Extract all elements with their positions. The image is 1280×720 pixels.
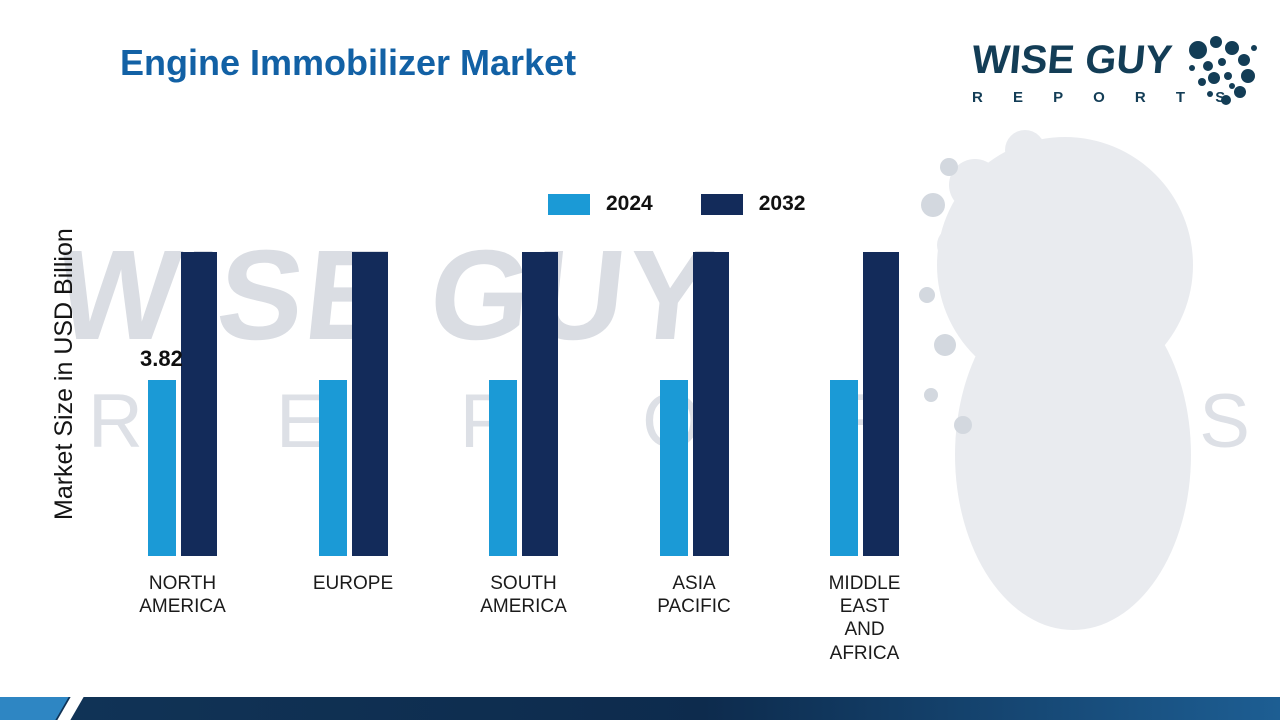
page-title: Engine Immobilizer Market [120, 42, 577, 83]
bar-2024 [659, 380, 688, 556]
category-label: EUROPE [312, 573, 394, 594]
legend-swatch-2024 [548, 193, 590, 215]
bar-2032 [863, 252, 899, 556]
bar-chart: 3.82 NORTH AMERICA EUROPE SOUTH AMERICA ASIA… [139, 252, 900, 664]
legend-item-2024: 2024 [548, 192, 653, 216]
logo-head-icon [1189, 36, 1257, 105]
legend-label-2032: 2032 [758, 192, 806, 215]
bar-2032 [692, 252, 729, 556]
bar-2024 [148, 380, 176, 556]
bar-group: ASIA PACIFIC [657, 252, 731, 617]
category-label: MIDDLE EAST AND AFRICA [828, 573, 901, 664]
bar-2032 [351, 252, 388, 556]
logo-reports-text: R E P O R T S [972, 89, 1239, 106]
head-silhouette-watermark [919, 130, 1193, 630]
bar-2032 [181, 252, 217, 556]
category-label: SOUTH AMERICA [480, 573, 567, 618]
logo: WISE GUY R E P O R T S [970, 38, 1272, 106]
bar-group: 3.82 NORTH AMERICA [139, 252, 226, 617]
y-axis-label: Market Size in USD Billion [50, 228, 78, 520]
legend-label-2024: 2024 [606, 192, 653, 215]
legend-swatch-2032 [700, 193, 743, 215]
bar-group: EUROPE [313, 252, 393, 594]
bar-2024 [318, 380, 347, 556]
category-label: ASIA PACIFIC [657, 573, 731, 618]
category-label: NORTH AMERICA [139, 573, 226, 618]
footer-bar [0, 697, 1280, 720]
bar-group: MIDDLE EAST AND AFRICA [829, 252, 900, 664]
chart-legend: 2024 2032 [548, 192, 805, 216]
value-label: 3.82 [140, 346, 183, 372]
bar-2024 [830, 380, 858, 556]
bar-2032 [522, 252, 558, 556]
bar-2024 [489, 380, 517, 556]
legend-item-2032: 2032 [700, 192, 806, 216]
bar-group: SOUTH AMERICA [480, 252, 567, 617]
